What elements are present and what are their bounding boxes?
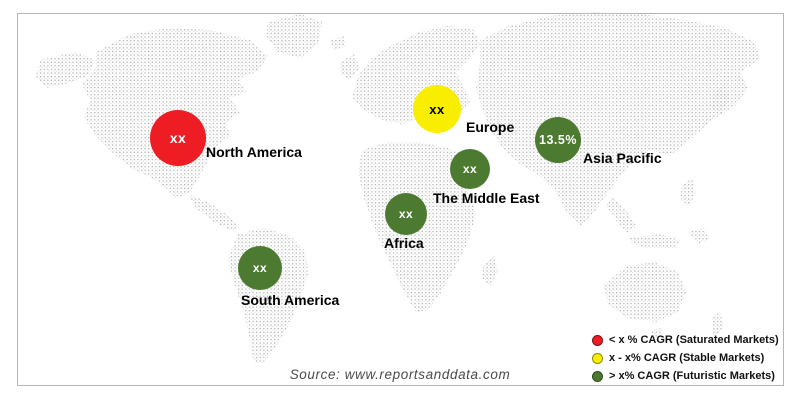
bubble-europe-value: xx bbox=[429, 101, 445, 117]
legend: < x % CAGR (Saturated Markets) x - x% CA… bbox=[592, 333, 779, 383]
continent-philippines bbox=[680, 178, 696, 206]
bubble-africa: xx bbox=[385, 193, 427, 235]
region-label-africa: Africa bbox=[384, 235, 424, 251]
bubble-middle-east: xx bbox=[450, 149, 490, 189]
continent-greenland bbox=[266, 14, 322, 58]
chart-border-frame bbox=[17, 13, 784, 386]
continent-indonesia-east bbox=[688, 228, 710, 244]
continent-new-zealand bbox=[712, 312, 724, 338]
bubble-asia-pacific-value: 13.5% bbox=[539, 133, 577, 147]
region-label-middle-east: The Middle East bbox=[433, 190, 540, 206]
region-label-north-america: North America bbox=[206, 144, 302, 160]
region-label-south-america: South America bbox=[241, 292, 340, 308]
legend-item-stable: x - x% CAGR (Stable Markets) bbox=[592, 351, 779, 365]
bubble-north-america: xx bbox=[150, 110, 206, 166]
legend-yellow-dot-icon bbox=[592, 352, 603, 364]
continent-indonesia bbox=[630, 234, 680, 248]
bubble-south-america: xx bbox=[238, 246, 282, 290]
bubble-south-america-value: xx bbox=[252, 261, 268, 275]
bubble-europe: xx bbox=[413, 85, 461, 133]
continent-iceland bbox=[330, 36, 346, 50]
continent-alaska bbox=[36, 52, 95, 88]
legend-item-saturated: < x % CAGR (Saturated Markets) bbox=[592, 333, 779, 347]
continent-madagascar bbox=[482, 256, 498, 286]
continent-uk bbox=[340, 54, 360, 80]
bubble-asia-pacific: 13.5% bbox=[535, 117, 581, 163]
bubble-middle-east-value: xx bbox=[462, 162, 478, 176]
region-label-asia-pacific: Asia Pacific bbox=[583, 150, 662, 166]
bubble-africa-value: xx bbox=[398, 207, 414, 221]
continent-tasmania bbox=[652, 328, 662, 338]
continent-australia bbox=[604, 262, 686, 322]
legend-red-dot-icon bbox=[592, 334, 603, 346]
legend-item-label: x - x% CAGR (Stable Markets) bbox=[609, 352, 765, 364]
legend-item-label: < x % CAGR (Saturated Markets) bbox=[609, 334, 779, 346]
continent-central-america bbox=[188, 194, 240, 232]
legend-item-label: > x% CAGR (Futuristic Markets) bbox=[609, 370, 775, 382]
legend-item-futuristic: > x% CAGR (Futuristic Markets) bbox=[592, 369, 779, 383]
continent-se-asia bbox=[606, 196, 636, 234]
region-label-europe: Europe bbox=[466, 119, 515, 135]
source-attribution: Source: www.reportsanddata.com bbox=[289, 367, 511, 382]
legend-green-dot-icon bbox=[592, 370, 603, 382]
bubble-north-america-value: xx bbox=[169, 130, 187, 146]
continent-asia bbox=[476, 12, 760, 226]
continent-japan bbox=[712, 84, 730, 114]
